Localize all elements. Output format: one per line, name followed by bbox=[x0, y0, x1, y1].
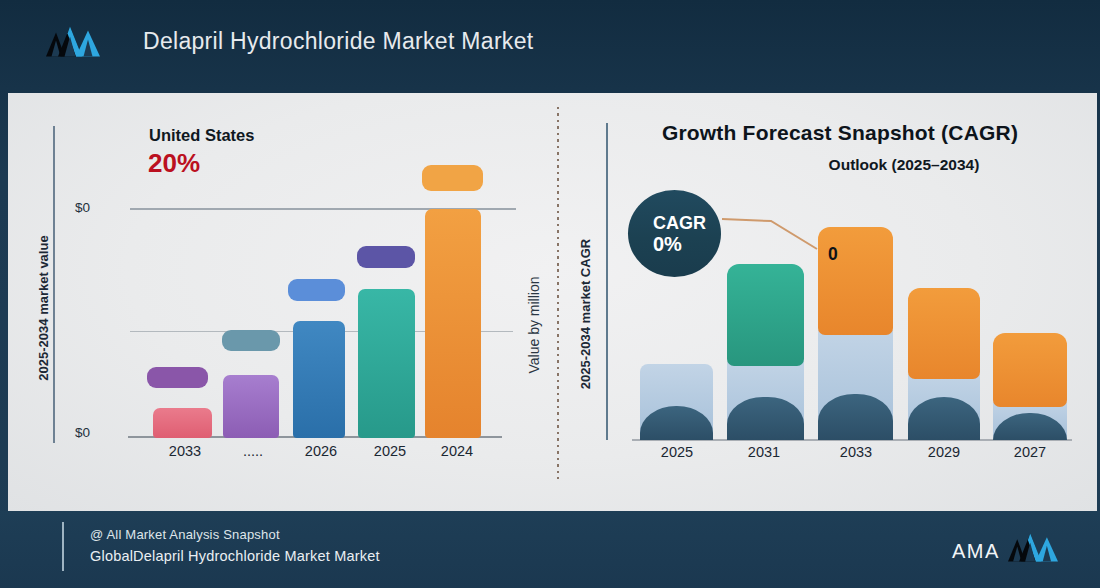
cagr-badge-label: CAGR bbox=[653, 213, 721, 233]
left-xtick-2024: 2024 bbox=[417, 443, 497, 459]
left-xtick-2026: 2026 bbox=[281, 443, 361, 459]
left-bar-..... bbox=[223, 375, 279, 438]
right-xtick-2029: 2029 bbox=[904, 444, 984, 460]
left-float-2025 bbox=[357, 246, 415, 268]
right-bar-2029-top bbox=[908, 288, 980, 379]
left-bar-2033 bbox=[153, 408, 212, 438]
left-bar-2026 bbox=[293, 321, 345, 438]
right-xtick-2033: 2033 bbox=[816, 444, 896, 460]
left-float-2026 bbox=[288, 279, 345, 301]
left-bar-2024 bbox=[425, 209, 481, 438]
right-bar-2031-base bbox=[727, 397, 804, 440]
right-xtick-2031: 2031 bbox=[724, 444, 804, 460]
callout-value: 0 bbox=[828, 244, 838, 265]
right-bar-2031-top bbox=[727, 264, 804, 366]
left-float-2033 bbox=[147, 367, 208, 388]
cagr-badge-value: 0% bbox=[653, 233, 721, 255]
cagr-badge: CAGR 0% bbox=[628, 190, 721, 277]
right-xtick-2027: 2027 bbox=[990, 444, 1070, 460]
left-float-..... bbox=[222, 330, 280, 351]
right-bar-2033-base bbox=[818, 394, 893, 440]
left-float-2024 bbox=[422, 165, 483, 191]
right-bar-2027-top bbox=[993, 333, 1067, 407]
right-xtick-2025: 2025 bbox=[637, 444, 717, 460]
infographic: { "header": { "title": "Delapril Hydroch… bbox=[0, 0, 1100, 588]
left-bar-2025 bbox=[358, 289, 415, 438]
charts-layer: 2033.....2026202520242025203120332029202… bbox=[0, 0, 1100, 588]
